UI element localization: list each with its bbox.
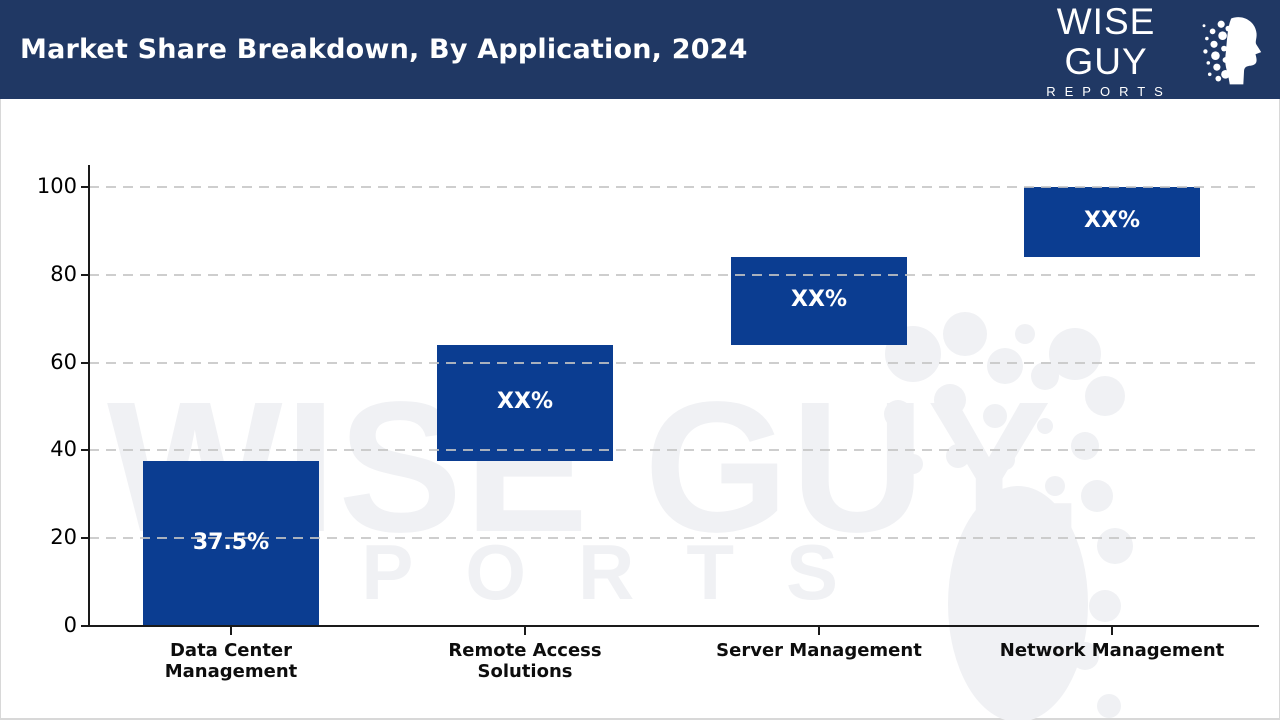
y-tick-label: 100 — [36, 174, 77, 198]
bar — [143, 461, 319, 626]
bar-value-label: XX% — [1084, 208, 1140, 234]
x-category-label-line: Management — [164, 661, 298, 682]
watermark-dotted-head — [884, 312, 1133, 720]
x-tick-mark — [524, 627, 526, 635]
bar-value-label: XX% — [497, 389, 553, 415]
header-band: Market Share Breakdown, By Application, … — [0, 0, 1280, 99]
x-axis-line — [88, 625, 1259, 627]
y-tick-mark — [81, 537, 89, 540]
grid-line — [89, 361, 1259, 364]
bar-value-label: 37.5% — [192, 529, 270, 555]
grid-line — [89, 186, 1259, 188]
x-tick-mark — [818, 627, 820, 635]
x-tick-mark — [230, 627, 232, 635]
bar-value-label: XX% — [791, 287, 847, 313]
x-category-label: Server Management — [689, 640, 949, 661]
dotted-head-profile-icon — [1202, 17, 1262, 85]
y-tick-label: 0 — [63, 613, 77, 637]
y-tick-label: 40 — [50, 437, 77, 462]
x-category-label-line: Network Management — [999, 640, 1225, 661]
x-tick-mark — [1111, 627, 1113, 635]
y-tick-label: 60 — [50, 349, 77, 374]
bar — [437, 345, 613, 462]
grid-line — [89, 273, 1259, 276]
x-category-label: Remote Access Solutions — [395, 640, 655, 682]
y-tick-mark — [81, 625, 89, 627]
grid-line — [89, 537, 1259, 540]
x-category-label-line: Data Center — [169, 640, 293, 661]
chart-canvas: WISE GUY. REPORTS 0 20 40 60 80 100 37.5% XX% XX… — [0, 99, 1280, 720]
x-category-label-line: Server Management — [716, 640, 922, 661]
wise-guy-reports-logo: WISE GUY REPORTS — [1022, 1, 1262, 99]
x-category-label: Network Management — [982, 640, 1242, 661]
y-axis-line — [88, 165, 90, 626]
x-category-label-line: Remote Access — [448, 640, 602, 661]
y-tick-mark — [81, 186, 89, 188]
chart-title: Market Share Breakdown, By Application, … — [20, 34, 748, 65]
y-tick-mark — [81, 361, 89, 364]
x-category-label-line: Solutions — [477, 661, 573, 682]
bar — [1024, 187, 1200, 258]
x-category-label: Data Center Management — [101, 640, 361, 682]
y-tick-label: 20 — [50, 525, 77, 550]
y-tick-mark — [81, 273, 89, 276]
y-tick-label: 80 — [50, 261, 77, 286]
logo-line1: WISE GUY — [1056, 0, 1156, 82]
y-tick-mark — [81, 449, 89, 452]
bar — [731, 257, 907, 346]
logo-line2: REPORTS — [1046, 83, 1172, 99]
grid-line — [89, 449, 1259, 452]
logo-wordmark: WISE GUY REPORTS — [1022, 0, 1190, 99]
